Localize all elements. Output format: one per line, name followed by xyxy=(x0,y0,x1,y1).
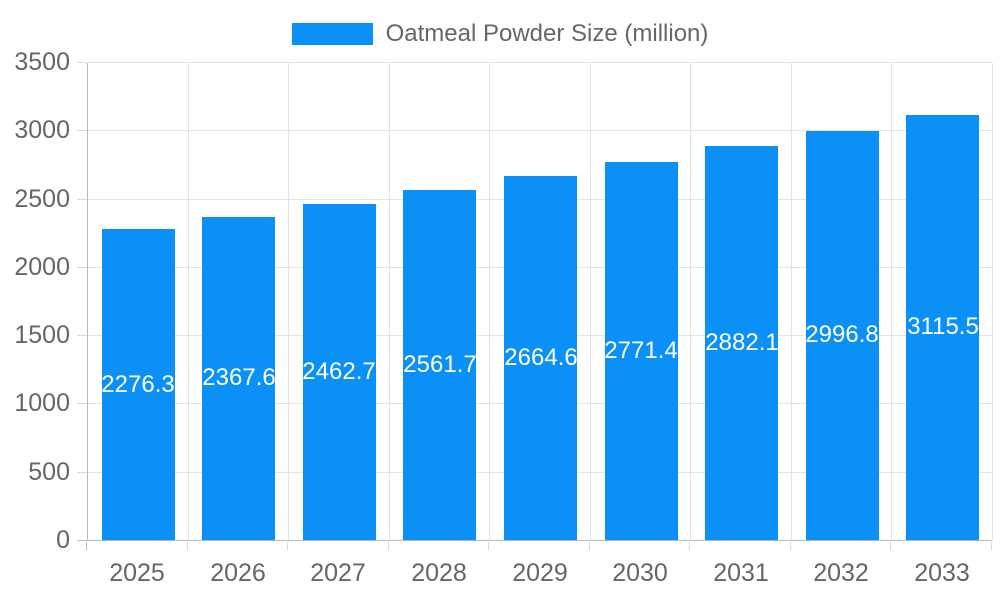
y-axis-tick-label: 3000 xyxy=(14,116,70,145)
legend-label: Oatmeal Powder Size (million) xyxy=(385,20,709,47)
plot-area: 2276.3 2367.6 2462.7 2561.7 2664.6 2771.4 2882… xyxy=(87,62,993,541)
x-axis-tick-label: 2032 xyxy=(813,559,869,587)
bar-2026[interactable] xyxy=(202,217,275,540)
x-axis-tick-label: 2028 xyxy=(411,559,467,587)
bar-value-label: 3115.5 xyxy=(907,313,979,340)
x-gridline xyxy=(288,63,290,540)
x-axis-tick-label: 2031 xyxy=(713,559,769,587)
bar-value-label: 2367.6 xyxy=(202,364,276,391)
x-axis-tick xyxy=(387,542,389,550)
bar-value-label: 2561.7 xyxy=(403,351,477,378)
bar-value-label: 2996.8 xyxy=(805,321,879,348)
chart-legend-item[interactable]: Oatmeal Powder Size (million) xyxy=(0,20,1000,48)
y-axis-tick-label: 1500 xyxy=(14,321,70,350)
x-axis-tick xyxy=(186,542,188,550)
x-gridline xyxy=(891,63,893,540)
bar-2033[interactable] xyxy=(906,115,979,540)
y-axis-tick-label: 500 xyxy=(28,457,70,486)
x-gridline xyxy=(187,63,189,540)
x-axis-tick xyxy=(287,542,289,550)
y-axis-tick xyxy=(77,540,87,541)
y-axis-tick-label: 1000 xyxy=(14,389,70,418)
x-axis-tick xyxy=(789,542,791,550)
bar-2029[interactable] xyxy=(504,176,577,540)
x-gridline xyxy=(489,63,491,540)
y-axis-tick xyxy=(77,335,87,337)
bar-value-label: 2771.4 xyxy=(604,337,678,364)
x-axis-tick-label: 2029 xyxy=(512,559,568,587)
bar-value-label: 2664.6 xyxy=(504,344,578,371)
y-axis-tick xyxy=(77,130,87,132)
y-gridline xyxy=(88,130,992,132)
x-axis-tick-label: 2025 xyxy=(109,559,165,587)
x-gridline xyxy=(690,63,692,540)
y-gridline xyxy=(88,62,992,63)
y-axis-tick xyxy=(77,198,87,200)
bar-2031[interactable] xyxy=(705,146,778,540)
x-axis-tick xyxy=(588,542,590,550)
y-axis-tick xyxy=(77,266,87,268)
x-axis-tick-label: 2033 xyxy=(914,559,970,587)
y-axis-tick-label: 3500 xyxy=(14,48,70,76)
x-gridline xyxy=(589,63,591,540)
x-axis-tick-label: 2027 xyxy=(310,559,366,587)
x-axis-tick xyxy=(488,542,490,550)
x-axis-tick xyxy=(86,542,87,550)
y-axis-tick-label: 0 xyxy=(56,526,70,554)
bar-2025[interactable] xyxy=(102,229,175,540)
bar-2030[interactable] xyxy=(605,162,678,540)
bar-2027[interactable] xyxy=(303,204,376,540)
bar-value-label: 2276.3 xyxy=(101,371,175,398)
y-axis-tick-label: 2000 xyxy=(14,252,70,281)
x-gridline xyxy=(992,63,993,540)
x-axis-tick xyxy=(689,542,691,550)
bar-value-label: 2462.7 xyxy=(302,358,376,385)
legend-swatch-icon xyxy=(291,23,373,45)
x-axis-tick xyxy=(890,542,892,550)
y-axis-tick xyxy=(77,62,87,63)
x-axis-tick-label: 2030 xyxy=(612,559,668,587)
x-gridline xyxy=(388,63,390,540)
x-axis-tick-label: 2026 xyxy=(210,559,266,587)
x-axis-tick xyxy=(991,542,992,550)
y-axis-tick xyxy=(77,403,87,405)
bar-2032[interactable] xyxy=(806,131,879,540)
bar-2028[interactable] xyxy=(403,190,476,540)
y-axis-tick xyxy=(77,471,87,473)
x-gridline xyxy=(790,63,792,540)
bar-value-label: 2882.1 xyxy=(705,329,779,356)
y-axis-tick-label: 2500 xyxy=(14,184,70,213)
